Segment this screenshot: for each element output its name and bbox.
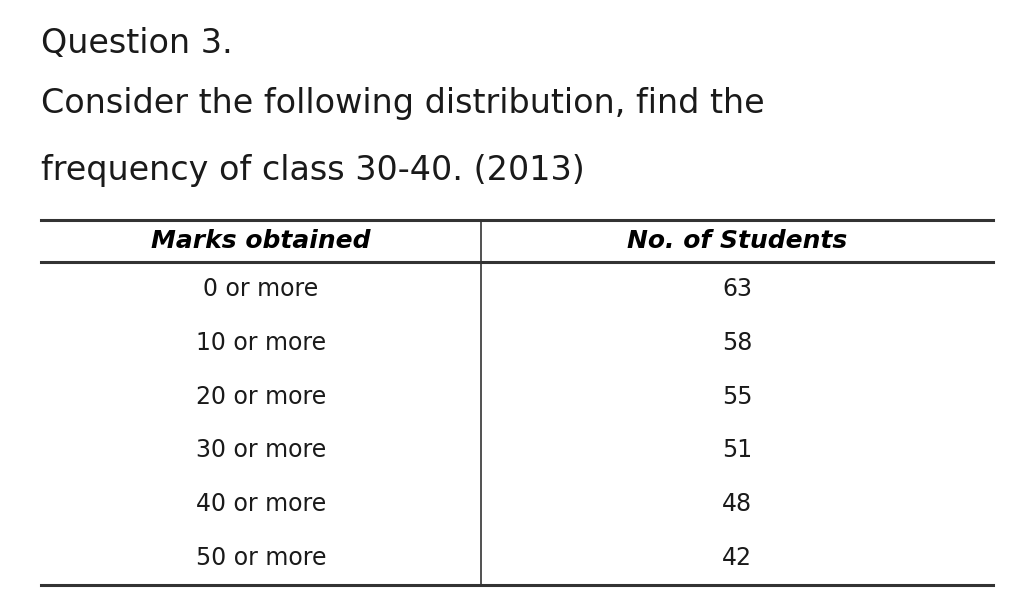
Text: 50 or more: 50 or more bbox=[196, 546, 327, 570]
Text: 51: 51 bbox=[722, 438, 753, 463]
Text: 30 or more: 30 or more bbox=[196, 438, 327, 463]
Text: 42: 42 bbox=[722, 546, 753, 570]
Text: 63: 63 bbox=[722, 277, 753, 301]
Text: frequency of class 30-40. (2013): frequency of class 30-40. (2013) bbox=[41, 154, 585, 187]
Text: Marks obtained: Marks obtained bbox=[152, 229, 371, 253]
Text: 0 or more: 0 or more bbox=[204, 277, 318, 301]
Text: 40 or more: 40 or more bbox=[196, 492, 327, 516]
Text: 58: 58 bbox=[722, 331, 753, 355]
Text: Question 3.: Question 3. bbox=[41, 27, 232, 60]
Text: 55: 55 bbox=[722, 385, 753, 409]
Text: 20 or more: 20 or more bbox=[196, 385, 327, 409]
Text: No. of Students: No. of Students bbox=[627, 229, 848, 253]
Text: 10 or more: 10 or more bbox=[196, 331, 327, 355]
Text: 48: 48 bbox=[722, 492, 753, 516]
Text: Consider the following distribution, find the: Consider the following distribution, fin… bbox=[41, 87, 765, 121]
